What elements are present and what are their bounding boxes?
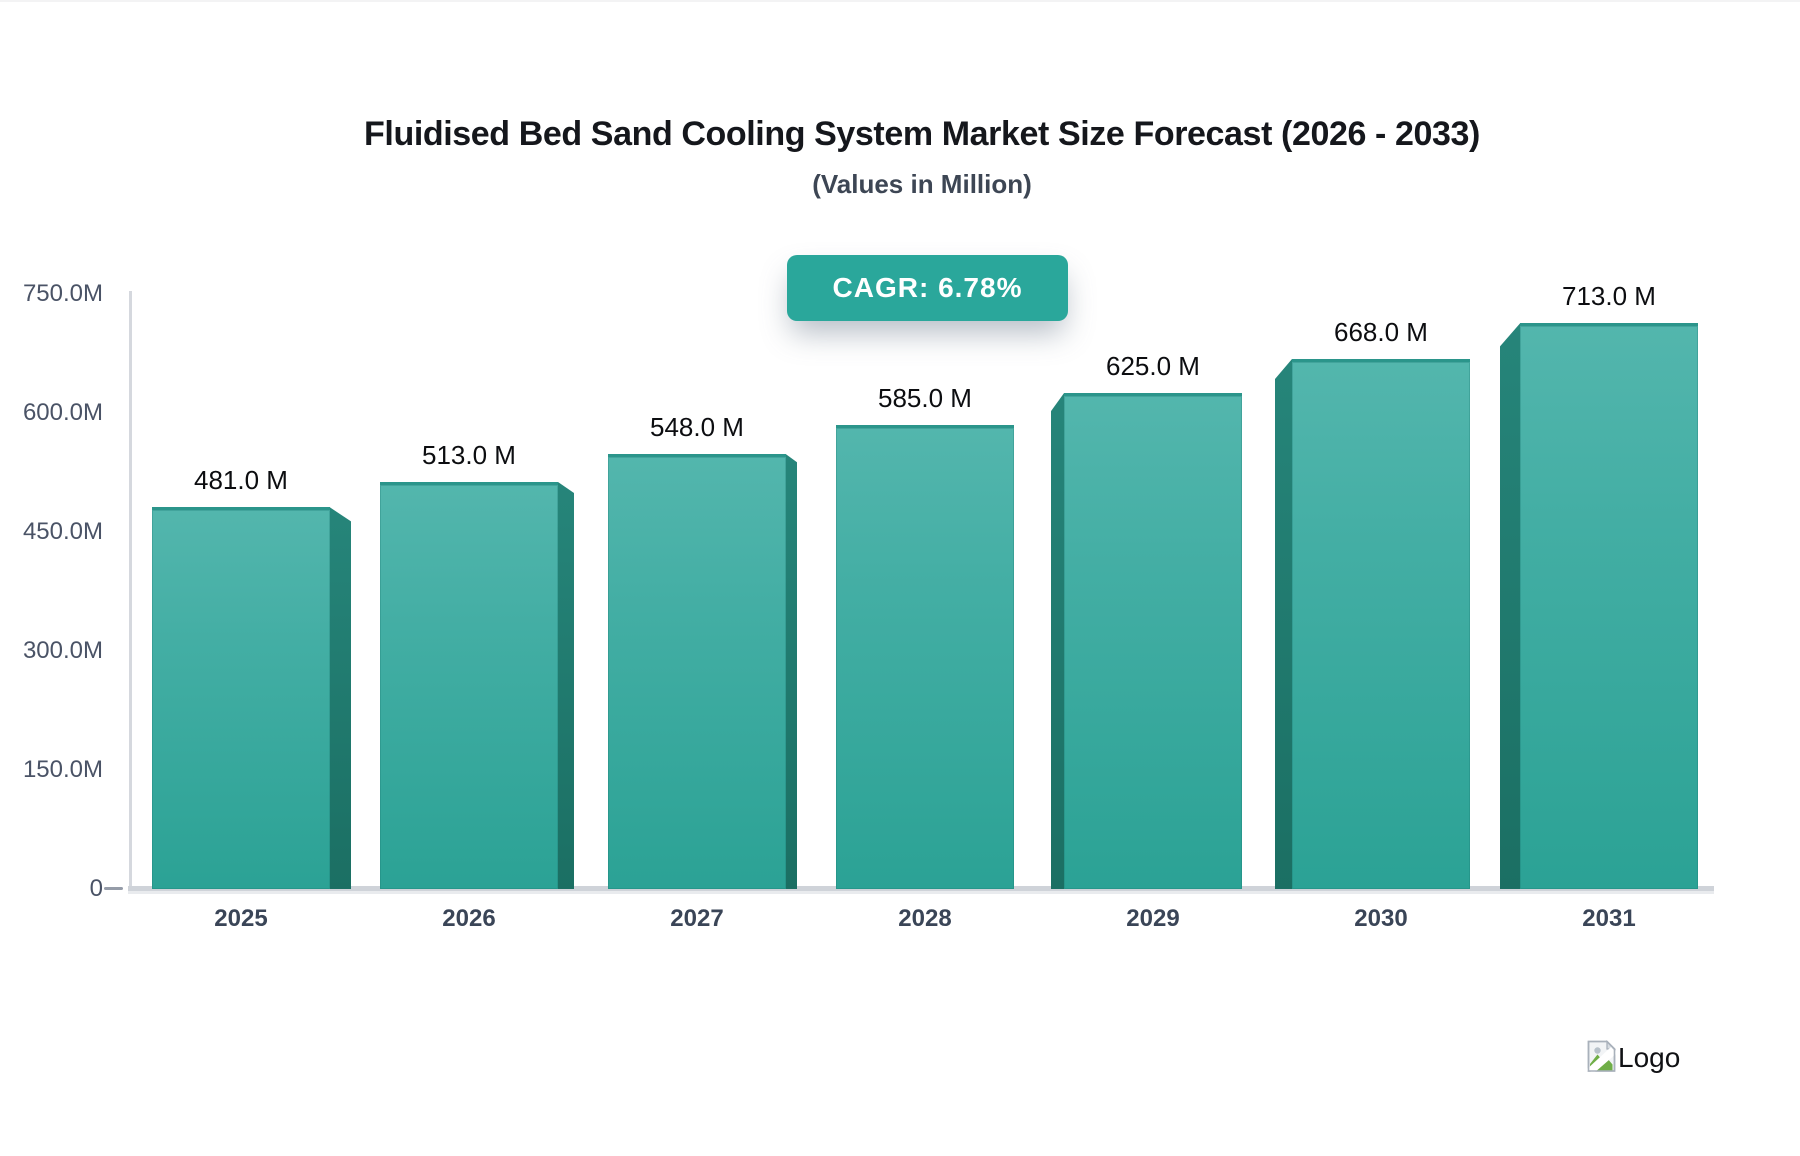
y-axis-label: 450.0M bbox=[22, 518, 103, 545]
logo-text: Logo bbox=[1618, 1042, 1681, 1073]
bar-side-face bbox=[786, 454, 797, 889]
y-axis-label: 300.0M bbox=[22, 637, 103, 664]
x-axis-label: 2029 bbox=[1126, 905, 1180, 932]
bar-side-face bbox=[330, 507, 351, 889]
y-axis-line bbox=[129, 291, 132, 892]
x-axis-label: 2030 bbox=[1354, 905, 1408, 932]
broken-image-icon bbox=[1586, 1040, 1617, 1073]
bar-value-label: 513.0 M bbox=[422, 440, 516, 471]
x-axis-line bbox=[128, 886, 1714, 894]
x-axis-label: 2027 bbox=[670, 905, 724, 932]
cagr-badge: CAGR: 6.78% bbox=[787, 255, 1068, 321]
bar-value-label: 668.0 M bbox=[1334, 317, 1428, 348]
bar-value-label: 548.0 M bbox=[650, 412, 744, 443]
bar-side-face bbox=[1500, 323, 1520, 889]
x-axis-label: 2031 bbox=[1582, 905, 1636, 932]
chart-subtitle: (Values in Million) bbox=[812, 169, 1032, 199]
bar-side-face bbox=[1051, 393, 1064, 889]
chart-bar[interactable] bbox=[1520, 323, 1698, 889]
y-axis-label: 600.0M bbox=[22, 399, 103, 426]
zero-tick-mark bbox=[104, 887, 123, 890]
chart-bar[interactable] bbox=[608, 454, 786, 889]
chart-bar[interactable] bbox=[380, 482, 558, 889]
chart-bar[interactable] bbox=[1292, 359, 1470, 889]
bar-side-face bbox=[1275, 359, 1292, 889]
x-axis-label: 2026 bbox=[442, 905, 496, 932]
chart-bar[interactable] bbox=[152, 507, 330, 889]
chart-bar[interactable] bbox=[1064, 393, 1242, 889]
bar-value-label: 585.0 M bbox=[878, 382, 972, 413]
x-axis-label: 2025 bbox=[214, 905, 268, 932]
y-axis-label: 150.0M bbox=[22, 756, 103, 783]
bar-side-face bbox=[558, 482, 574, 889]
chart-header: Fluidised Bed Sand Cooling System Market… bbox=[44, 2, 1800, 200]
cagr-badge-label: CAGR: 6.78% bbox=[832, 272, 1023, 303]
y-axis-label: 750.0M bbox=[22, 280, 103, 307]
bar-value-label: 481.0 M bbox=[194, 465, 288, 496]
chart-bar[interactable] bbox=[836, 424, 1014, 889]
logo: Logo bbox=[1586, 1040, 1680, 1073]
x-axis-label: 2028 bbox=[898, 905, 952, 932]
bar-value-label: 625.0 M bbox=[1106, 351, 1200, 382]
y-axis-label: 0 bbox=[89, 875, 103, 902]
bar-value-label: 713.0 M bbox=[1562, 281, 1656, 312]
chart-title: Fluidised Bed Sand Cooling System Market… bbox=[364, 115, 1480, 153]
